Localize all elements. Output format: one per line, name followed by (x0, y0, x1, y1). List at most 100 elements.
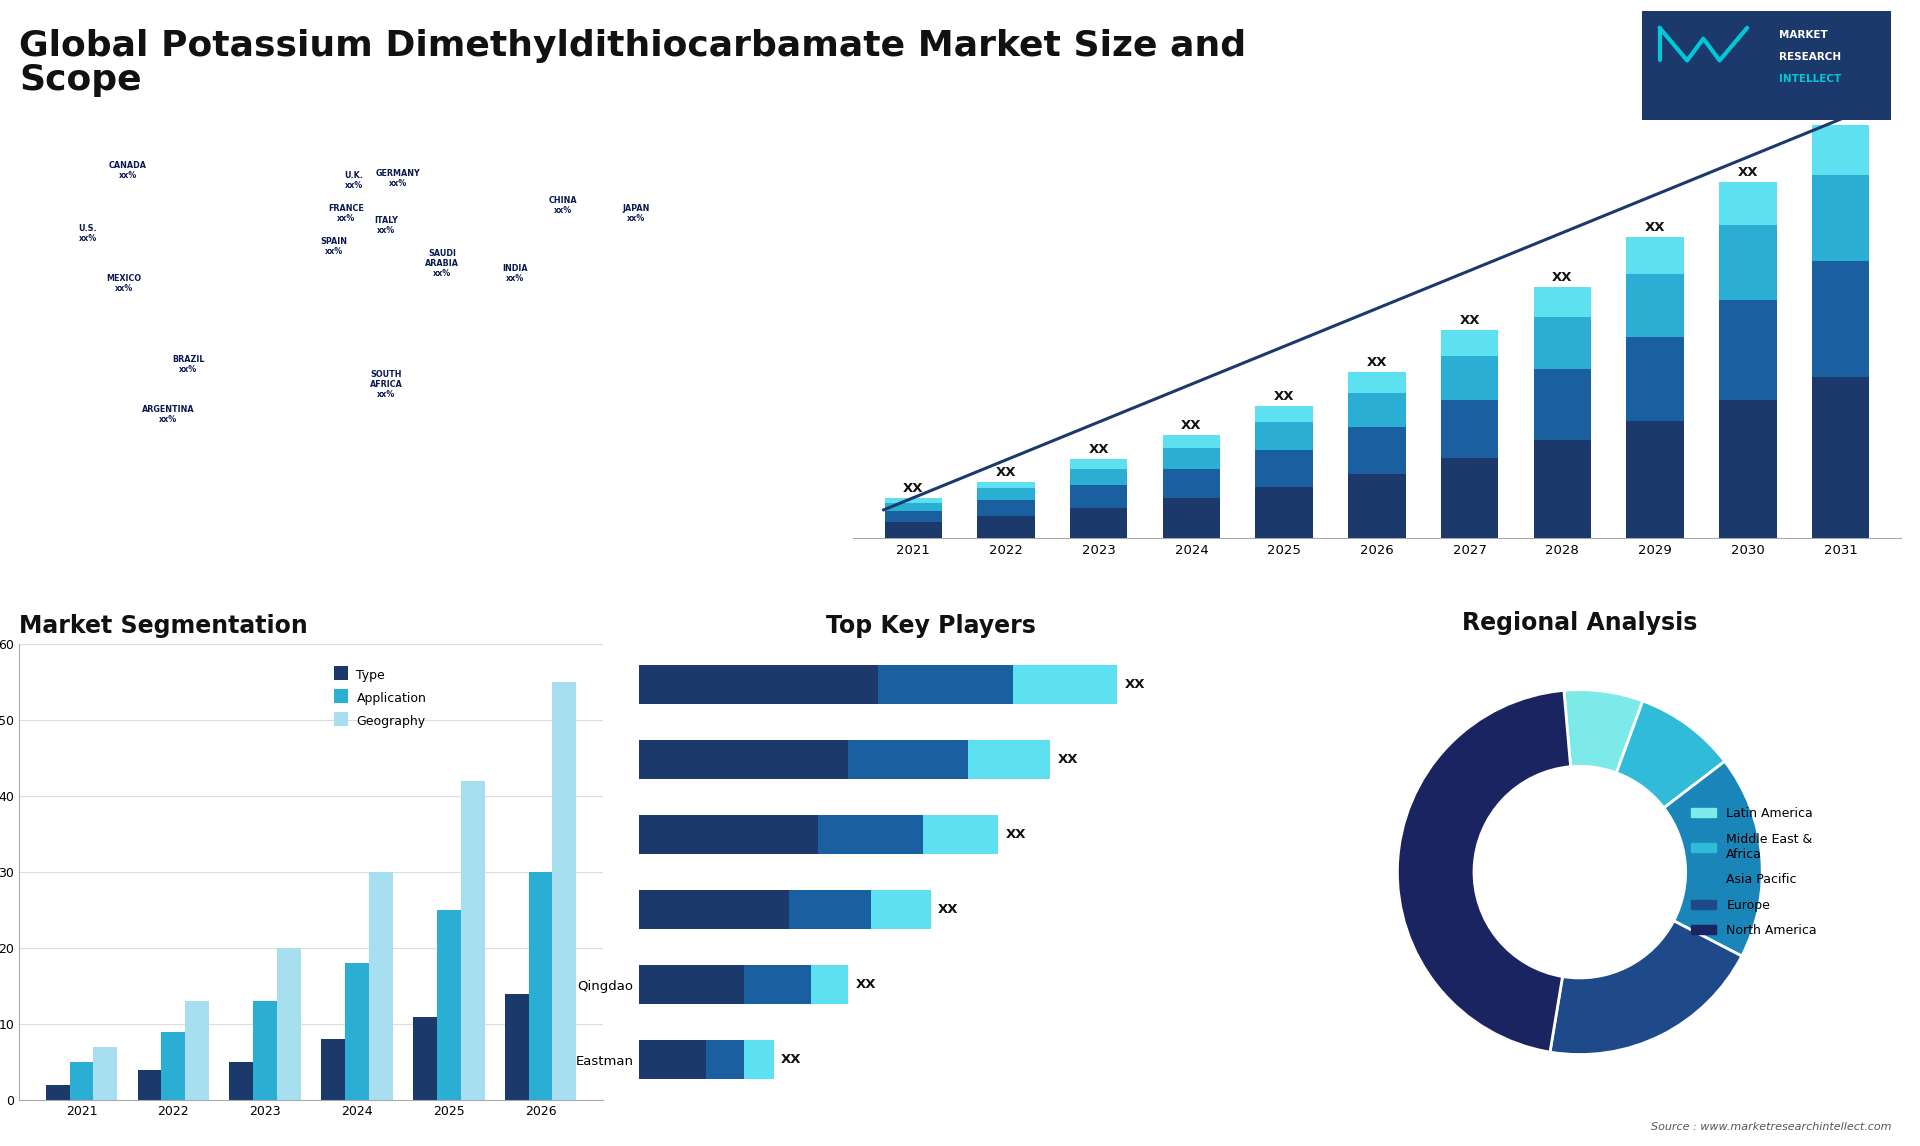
Bar (885, 523, 943, 539)
Bar (1626, 337, 1684, 421)
Bar (1626, 421, 1684, 539)
Bar (253, 1002, 276, 1100)
Bar (528, 872, 553, 1100)
Text: INDIA
xx%: INDIA xx% (501, 265, 528, 283)
Bar (505, 994, 528, 1100)
Bar (1348, 427, 1405, 474)
Text: XX: XX (1738, 166, 1759, 179)
Bar (818, 815, 924, 854)
Bar (346, 964, 369, 1100)
Bar (161, 1031, 184, 1100)
Text: RESEARCH: RESEARCH (1778, 53, 1841, 62)
Bar (639, 1041, 707, 1080)
Title: Regional Analysis: Regional Analysis (1463, 611, 1697, 635)
Bar (69, 1062, 94, 1100)
Bar (977, 482, 1035, 488)
Bar (1069, 508, 1127, 539)
Text: U.K.
xx%: U.K. xx% (344, 171, 363, 190)
Bar (743, 1041, 774, 1080)
Bar (885, 503, 943, 511)
Bar (1440, 457, 1498, 539)
Bar (46, 1085, 69, 1100)
Bar (977, 516, 1035, 539)
Bar (1534, 317, 1592, 369)
Bar (1440, 400, 1498, 457)
Bar (1812, 125, 1870, 175)
Text: XX: XX (1058, 753, 1079, 766)
Text: XX: XX (781, 1053, 801, 1067)
Bar (1718, 400, 1776, 539)
Text: INTELLECT: INTELLECT (1778, 74, 1841, 84)
Title: Top Key Players: Top Key Players (826, 614, 1035, 638)
Text: MARKET: MARKET (1778, 31, 1828, 40)
Wedge shape (1565, 690, 1644, 772)
Text: XX: XX (1459, 314, 1480, 328)
Bar (276, 948, 301, 1100)
Text: SOUTH
AFRICA
xx%: SOUTH AFRICA xx% (369, 370, 403, 399)
Text: XX: XX (1645, 221, 1665, 234)
Bar (1069, 460, 1127, 469)
Bar (885, 511, 943, 523)
Text: CHINA
xx%: CHINA xx% (549, 196, 578, 215)
Bar (743, 965, 810, 1004)
Bar (94, 1047, 117, 1100)
Text: BRAZIL
xx%: BRAZIL xx% (173, 355, 205, 374)
Text: XX: XX (939, 903, 958, 916)
Wedge shape (1549, 921, 1741, 1054)
Bar (1256, 422, 1313, 449)
Text: XX: XX (1367, 356, 1386, 369)
Text: XX: XX (1125, 677, 1146, 691)
Text: FRANCE
xx%: FRANCE xx% (328, 204, 363, 222)
Wedge shape (1398, 690, 1571, 1052)
Text: XX: XX (902, 482, 924, 495)
Text: XX: XX (856, 979, 876, 991)
Bar (707, 1041, 743, 1080)
Bar (1718, 299, 1776, 400)
Bar (1534, 440, 1592, 539)
Bar (924, 815, 998, 854)
Bar (1440, 356, 1498, 400)
Bar (1626, 236, 1684, 274)
Bar (872, 890, 931, 929)
Bar (138, 1069, 161, 1100)
Bar (968, 740, 1050, 779)
Bar (1718, 182, 1776, 226)
Text: JAPAN
xx%: JAPAN xx% (622, 204, 649, 222)
Bar (1534, 369, 1592, 440)
Text: Market Segmentation: Market Segmentation (19, 614, 307, 638)
Text: XX: XX (1551, 270, 1572, 284)
Text: XX: XX (996, 466, 1016, 479)
Bar (461, 780, 484, 1100)
Legend: Latin America, Middle East &
Africa, Asia Pacific, Europe, North America: Latin America, Middle East & Africa, Asi… (1686, 802, 1822, 942)
Bar (436, 910, 461, 1100)
Text: XX: XX (1181, 419, 1202, 432)
Bar (321, 1039, 346, 1100)
Text: SPAIN
xx%: SPAIN xx% (321, 236, 348, 256)
Text: XX: XX (1006, 829, 1025, 841)
Bar (1164, 448, 1221, 469)
Text: XX: XX (1275, 390, 1294, 403)
Bar (977, 500, 1035, 516)
Bar (639, 665, 877, 704)
Bar (1164, 435, 1221, 448)
Bar (1348, 474, 1405, 539)
Bar (228, 1062, 253, 1100)
Wedge shape (1617, 701, 1724, 808)
Bar (1534, 286, 1592, 317)
Text: XX: XX (1089, 444, 1110, 456)
Text: CANADA
xx%: CANADA xx% (109, 160, 148, 180)
Text: Scope: Scope (19, 63, 142, 97)
Bar (1440, 330, 1498, 356)
Bar (1812, 377, 1870, 539)
Wedge shape (1665, 761, 1763, 956)
Bar (1812, 175, 1870, 261)
Bar (1069, 485, 1127, 508)
Bar (1256, 449, 1313, 487)
Text: U.S.
xx%: U.S. xx% (79, 223, 98, 243)
Bar (1348, 372, 1405, 393)
Bar (1348, 393, 1405, 427)
Text: Global Potassium Dimethyldithiocarbamate Market Size and: Global Potassium Dimethyldithiocarbamate… (19, 29, 1246, 63)
Bar (1812, 261, 1870, 377)
Bar (810, 965, 849, 1004)
Bar (885, 499, 943, 503)
